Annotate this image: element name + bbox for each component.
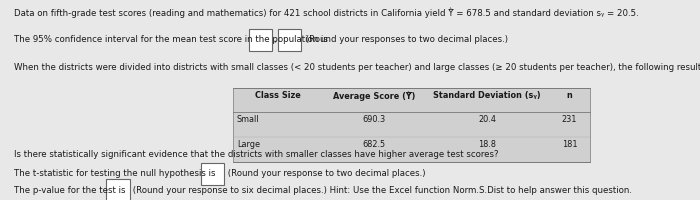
Text: Large: Large <box>237 139 260 148</box>
Text: Average Score (Ỳ̅): Average Score (Ỳ̅) <box>332 90 415 100</box>
FancyBboxPatch shape <box>249 30 272 52</box>
FancyBboxPatch shape <box>233 88 590 162</box>
Text: Class Size: Class Size <box>255 90 301 99</box>
FancyBboxPatch shape <box>106 179 130 200</box>
Text: (Round your response to six decimal places.) Hint: Use the Excel function Norm.S: (Round your response to six decimal plac… <box>130 185 633 194</box>
Text: The p-value for the test is: The p-value for the test is <box>14 185 128 194</box>
Text: 20.4: 20.4 <box>478 115 496 124</box>
Text: 18.8: 18.8 <box>478 139 496 148</box>
Text: 181: 181 <box>561 139 577 148</box>
Text: Data on fifth-grade test scores (reading and mathematics) for 421 school distric: Data on fifth-grade test scores (reading… <box>14 8 638 18</box>
FancyBboxPatch shape <box>201 163 225 185</box>
Text: The 95% confidence interval for the mean test score in the population is: The 95% confidence interval for the mean… <box>14 35 330 44</box>
Text: 682.5: 682.5 <box>363 139 386 148</box>
FancyBboxPatch shape <box>278 30 301 52</box>
Text: The t-statistic for testing the null hypothesis is: The t-statistic for testing the null hyp… <box>14 169 218 178</box>
Text: Small: Small <box>237 115 259 124</box>
Text: When the districts were divided into districts with small classes (< 20 students: When the districts were divided into dis… <box>14 63 700 72</box>
Text: (Round your responses to two decimal places.): (Round your responses to two decimal pla… <box>302 35 508 44</box>
Text: n: n <box>566 90 573 99</box>
Text: 690.3: 690.3 <box>363 115 386 124</box>
Text: (Round your response to two decimal places.): (Round your response to two decimal plac… <box>225 169 426 178</box>
Text: Standard Deviation (sᵧ): Standard Deviation (sᵧ) <box>433 90 541 99</box>
Text: Is there statistically significant evidence that the districts with smaller clas: Is there statistically significant evide… <box>14 149 498 158</box>
Text: 231: 231 <box>562 115 578 124</box>
Text: ,: , <box>273 35 276 44</box>
